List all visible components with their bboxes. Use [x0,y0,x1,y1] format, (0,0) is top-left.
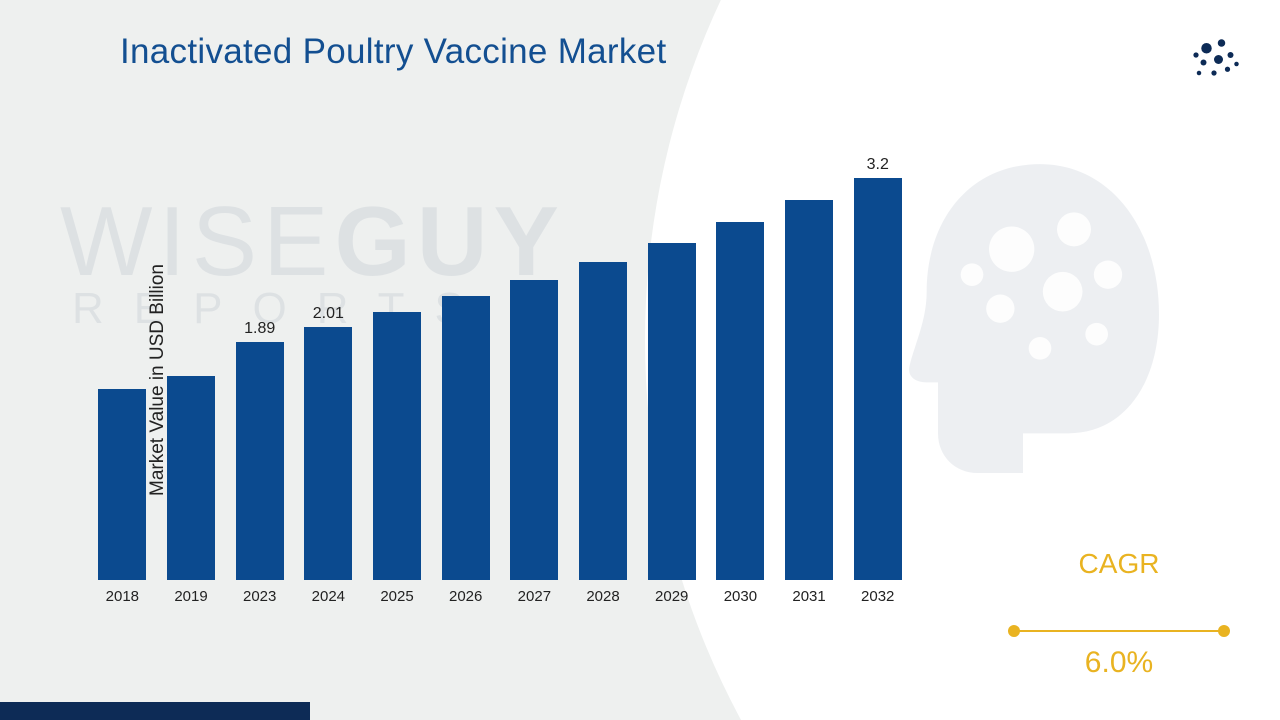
bar-wrap: 3.2 [843,140,912,580]
bar [785,200,833,580]
bar [648,243,696,580]
bar-wrap [157,140,226,580]
bar-wrap [363,140,432,580]
bar [304,327,352,580]
x-tick-label: 2025 [363,580,432,620]
bar [510,280,558,580]
brand-logo: WISEGUY REPORTS [996,22,1254,122]
x-tick-label: 2030 [706,580,775,620]
bar-wrap [500,140,569,580]
plot-area: 1.89 2.01 3.2 [88,140,912,580]
cagr-divider-line [1014,630,1224,632]
x-tick-label: 2028 [569,580,638,620]
bar-wrap [637,140,706,580]
x-axis-labels: 2018201920232024202520262027202820292030… [88,580,912,620]
bar [579,262,627,580]
logo-line1a: WISE [996,28,1086,64]
bar-value-label: 2.01 [313,305,344,327]
bar [442,296,490,580]
x-tick-label: 2026 [431,580,500,620]
x-tick-label: 2024 [294,580,363,620]
cagr-period: (2019-2032) [958,582,1280,610]
chart-title: Inactivated Poultry Vaccine Market [120,32,666,72]
bar-wrap [431,140,500,580]
logo-line1b: GUY [1086,28,1161,64]
bar-wrap: 2.01 [294,140,363,580]
bar-value-label: 1.89 [244,320,275,342]
x-tick-label: 2027 [500,580,569,620]
bar [236,342,284,580]
cagr-label: CAGR [958,548,1280,580]
cagr-block: CAGR (2019-2032) 6.0% [958,548,1280,680]
x-tick-label: 2029 [637,580,706,620]
brand-logo-text: WISEGUY REPORTS [996,28,1186,78]
bar-wrap: 1.89 [225,140,294,580]
bar [854,178,902,580]
bar-wrap [706,140,775,580]
bar [373,312,421,580]
bar-value-label: 3.2 [867,156,889,178]
bars-container: 1.89 2.01 3.2 [88,140,912,580]
bar-wrap [88,140,157,580]
x-tick-label: 2019 [157,580,226,620]
bar-wrap [569,140,638,580]
x-tick-label: 2023 [225,580,294,620]
x-tick-label: 2031 [775,580,844,620]
cagr-value: 6.0% [958,646,1280,680]
brand-head-icon [1174,22,1254,112]
bar [716,222,764,580]
bar-chart: Market Value in USD Billion 1.892.013.2 … [52,140,912,620]
x-tick-label: 2032 [843,580,912,620]
bottom-accent-strip [0,702,310,720]
bar-wrap [775,140,844,580]
bar [98,389,146,580]
bar [167,376,215,580]
x-tick-label: 2018 [88,580,157,620]
infographic-canvas: WISEGUY REPORTS Inactivated Poultry Vacc… [0,0,1280,720]
